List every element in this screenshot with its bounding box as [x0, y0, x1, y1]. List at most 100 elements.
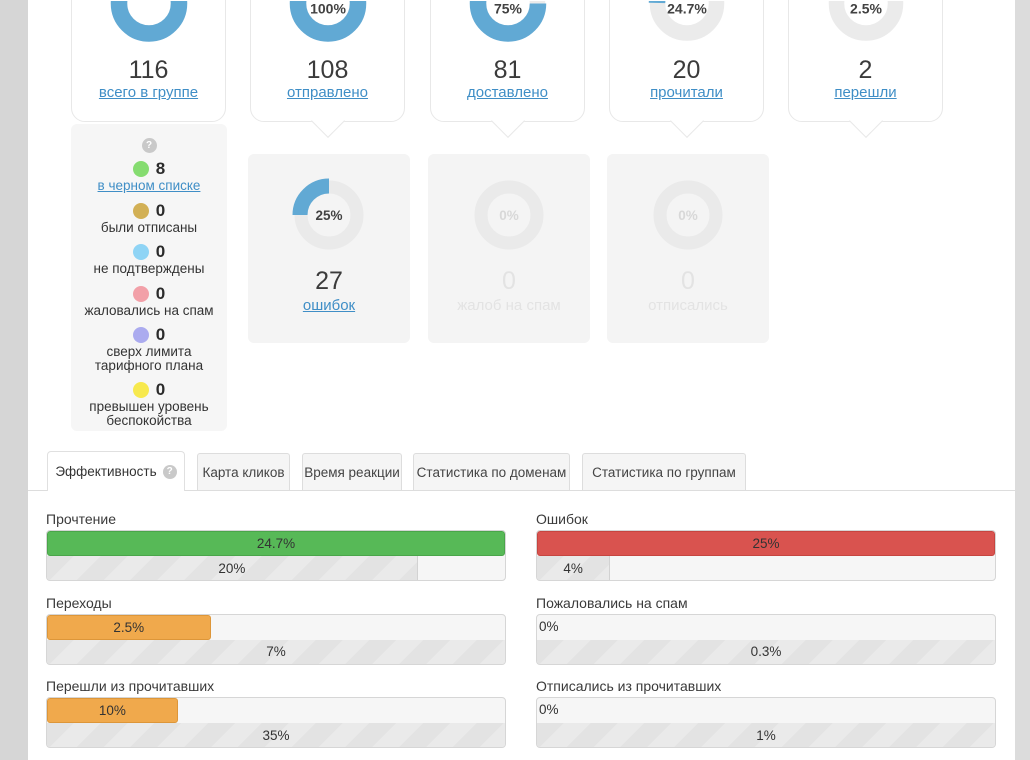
unsubscribed-card-label: отписались [648, 297, 728, 314]
tab-domain-stats[interactable]: Статистика по доменам [413, 453, 570, 490]
average-bar-label: 20% [218, 560, 246, 576]
average-bar: 1% [537, 723, 995, 747]
svg-text:100%: 100% [310, 1, 346, 17]
tab-effectiveness-label: Эффективность [55, 464, 157, 479]
summary-card-sent: 100% 108 отправлено [250, 0, 405, 138]
unsubscribed-value: 0 [681, 267, 695, 295]
tab-reaction-time[interactable]: Время реакции [302, 453, 402, 490]
donut-total [109, 0, 189, 47]
average-bar-label: 1% [756, 727, 776, 743]
blacklist-count: 8 [155, 159, 166, 178]
anxiety-label: превышен уровень беспокойства [89, 399, 209, 428]
tab-group-stats[interactable]: Статистика по группам [582, 453, 746, 490]
unsubscribed-label: были отписаны [100, 219, 198, 235]
value-bar: 2.5% [47, 614, 211, 640]
donut-clicked: 2.5% [826, 0, 906, 47]
svg-text:75%: 75% [493, 1, 522, 17]
average-bar-label: 4% [563, 560, 583, 576]
breakdown-item-unsubscribed: 0 были отписаны [71, 201, 227, 235]
svg-text:24.7%: 24.7% [667, 1, 707, 17]
tab-reaction-time-label: Время реакции [304, 464, 400, 480]
tab-click-map-label: Карта кликов [202, 464, 285, 480]
average-bar: 7% [47, 639, 505, 664]
bar-row-label: Ошибок [536, 511, 588, 527]
unsubscribed-dot [132, 202, 149, 219]
delivered-link[interactable]: доставлено [467, 84, 548, 101]
group-breakdown-panel: ? 8 в черном списке 0 были отписаны 0 не… [71, 124, 227, 431]
svg-text:0%: 0% [499, 208, 519, 223]
bar-row-read-rate: Прочтение 24.7% 20% [46, 511, 506, 581]
bar-block: 24.7% 20% [46, 530, 506, 581]
bar-row-label: Прочтение [46, 511, 116, 527]
svg-text:2.5%: 2.5% [850, 1, 882, 17]
spam-complaints-dot [132, 285, 149, 302]
unconfirmed-label: не подтверждены [93, 261, 205, 276]
value-bar-label: 10% [98, 703, 126, 718]
blacklist-link[interactable]: в черном списке [97, 178, 201, 193]
average-bar: 0.3% [537, 639, 995, 664]
breakdown-item-spam-complaints: 0 жаловались на спам [71, 284, 227, 318]
value-bar-label: 25% [752, 536, 780, 551]
average-bar-label: 0.3% [750, 644, 782, 659]
spam-complaints-count: 0 [155, 283, 166, 303]
breakdown-item-blacklist: 8 в черном списке [71, 159, 227, 193]
donut-sent: 100% [288, 0, 368, 47]
spam-value: 0 [502, 267, 516, 295]
clicked-value: 2 [858, 56, 873, 84]
clicked-link[interactable]: перешли [834, 84, 897, 101]
bar-row-spam-rate: Пожаловались на спам 0% 0.3% [536, 595, 996, 665]
spam-donut: 0% [469, 175, 549, 260]
bar-row-errors: Ошибок 25% 4% [536, 511, 996, 581]
read-link[interactable]: прочитали [650, 84, 723, 101]
total-link[interactable]: всего в группе [98, 84, 199, 101]
page-background-left [0, 0, 28, 760]
card-point [310, 104, 345, 138]
bar-row-click-rate: Переходы 2.5% 7% [46, 595, 506, 665]
bar-block: 0% 0.3% [536, 613, 996, 665]
help-icon[interactable]: ? [141, 138, 157, 153]
bar-row-label: Перешли из прочитавших [46, 678, 215, 694]
errors-card: 25% 27 ошибок [248, 154, 410, 343]
blacklist-dot [132, 161, 149, 177]
bar-block: 0% 1% [536, 697, 996, 748]
average-bar-label: 35% [262, 727, 290, 743]
page-background-right [1015, 0, 1030, 760]
tab-group-stats-label: Статистика по группам [592, 464, 736, 480]
donut-delivered: 75% [468, 0, 548, 47]
sent-value: 108 [306, 56, 349, 84]
tab-help-icon[interactable]: ? [162, 464, 177, 479]
errors-link[interactable]: ошибок [302, 297, 356, 314]
over-limit-dot [132, 327, 149, 343]
bar-row-click-to-open: Перешли из прочитавших 10% 35% [46, 678, 506, 748]
value-bar-label: 0% [539, 702, 559, 717]
average-bar: 35% [47, 723, 505, 747]
unsubscribed-card: 0% 0 отписались [607, 154, 769, 343]
breakdown-item-unconfirmed: 0 не подтверждены [71, 242, 227, 276]
average-bar-label: 7% [266, 644, 286, 659]
summary-card-read: 24.7% 20 прочитали [609, 0, 764, 138]
anxiety-dot [132, 382, 149, 398]
sent-link[interactable]: отправлено [286, 84, 369, 101]
svg-text:0%: 0% [678, 208, 698, 223]
bar-row-label: Пожаловались на спам [536, 594, 688, 611]
anxiety-count: 0 [155, 380, 166, 399]
average-bar: 20% [47, 556, 418, 580]
donut-read: 24.7% [647, 0, 727, 47]
card-point [669, 104, 704, 138]
bar-row-label: Переходы [46, 594, 112, 611]
over-limit-label: сверх лимита тарифного плана [94, 344, 204, 373]
total-value: 116 [128, 56, 169, 84]
unconfirmed-dot [132, 244, 149, 260]
read-value: 20 [672, 56, 701, 84]
delivered-value: 81 [493, 56, 522, 84]
bar-row-label: Отписались из прочитавших [536, 678, 722, 694]
summary-card-clicked: 2.5% 2 перешли [788, 0, 943, 138]
value-bar-label: 2.5% [113, 619, 145, 635]
bar-block: 10% 35% [46, 697, 506, 748]
unconfirmed-count: 0 [155, 242, 166, 261]
unsubscribed-count: 0 [155, 200, 166, 220]
tab-effectiveness[interactable]: Эффективность? [47, 451, 185, 491]
tab-click-map[interactable]: Карта кликов [197, 453, 290, 490]
average-bar: 4% [537, 556, 611, 580]
